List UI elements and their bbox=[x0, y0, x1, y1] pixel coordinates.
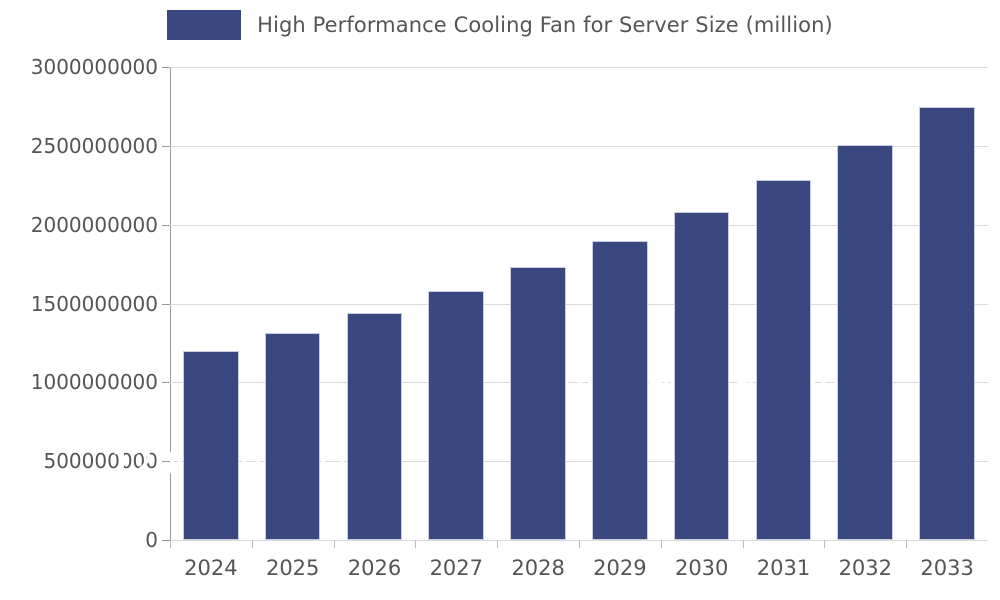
bar[interactable] bbox=[919, 106, 975, 540]
x-axis-tick-mark bbox=[660, 540, 662, 548]
y-axis-tick-label: 2000000000 bbox=[30, 212, 158, 237]
chart-legend: High Performance Cooling Fan for Server … bbox=[0, 0, 1000, 50]
x-axis-tick-mark bbox=[497, 540, 499, 548]
bar[interactable] bbox=[510, 266, 566, 540]
x-axis-tick-mark bbox=[824, 540, 826, 548]
bar[interactable] bbox=[837, 145, 894, 540]
x-axis-tick-mark bbox=[251, 540, 253, 548]
y-axis-tick-mark bbox=[162, 67, 170, 68]
y-axis-tick-mark bbox=[162, 224, 170, 226]
bar[interactable] bbox=[755, 180, 812, 540]
y-axis-tick-mark bbox=[162, 540, 170, 541]
x-axis-tick-label: 2032 bbox=[838, 556, 893, 580]
gridline bbox=[170, 303, 988, 305]
x-axis-tick-mark bbox=[333, 540, 335, 548]
gridline bbox=[170, 224, 988, 226]
x-axis-tick-label: 2025 bbox=[265, 556, 320, 580]
x-axis-tick-label: 2027 bbox=[429, 556, 484, 580]
x-axis-tick-label: 2033 bbox=[920, 556, 974, 580]
y-axis-tick-mark bbox=[162, 145, 170, 147]
x-axis-tick-mark bbox=[742, 540, 744, 548]
y-axis-tick-label: 1500000000 bbox=[30, 291, 158, 316]
y-axis-tick-mark bbox=[162, 382, 170, 384]
bar[interactable] bbox=[183, 350, 239, 540]
gridline bbox=[170, 461, 988, 463]
y-axis-tick-label: 2500000000 bbox=[30, 133, 158, 158]
bar[interactable] bbox=[264, 332, 321, 540]
y-axis-tick-label: 500000000 bbox=[43, 449, 158, 474]
bar[interactable] bbox=[428, 290, 485, 540]
y-axis-tick-label: 1000000000 bbox=[30, 370, 158, 395]
x-axis-tick-label: 2029 bbox=[593, 556, 647, 580]
x-axis-tick-label: 2026 bbox=[347, 556, 402, 580]
gridline bbox=[170, 145, 988, 147]
bar[interactable] bbox=[346, 312, 403, 540]
gridline bbox=[170, 67, 988, 68]
legend-color-swatch bbox=[167, 10, 242, 40]
legend-label: High Performance Cooling Fan for Server … bbox=[257, 13, 833, 37]
x-axis-tick-mark bbox=[906, 540, 908, 548]
y-axis-tick-mark bbox=[162, 303, 170, 305]
y-axis-tick-label: 0 bbox=[145, 528, 158, 552]
bar[interactable] bbox=[592, 240, 648, 540]
y-axis-tick-label: 3000000000 bbox=[30, 55, 158, 79]
x-axis-tick-label: 2030 bbox=[674, 556, 729, 580]
x-axis-tick-mark bbox=[579, 540, 580, 548]
y-axis-tick-mark bbox=[162, 461, 170, 463]
gridline bbox=[170, 382, 988, 384]
x-axis-tick-label: 2031 bbox=[756, 556, 811, 580]
x-axis-tick-label: 2024 bbox=[184, 556, 238, 580]
x-axis-tick-mark bbox=[170, 540, 171, 548]
x-axis-tick-label: 2028 bbox=[511, 556, 565, 580]
bar[interactable] bbox=[673, 211, 730, 540]
x-axis-tick-mark bbox=[415, 540, 417, 548]
legend-item[interactable]: High Performance Cooling Fan for Server … bbox=[167, 10, 833, 40]
